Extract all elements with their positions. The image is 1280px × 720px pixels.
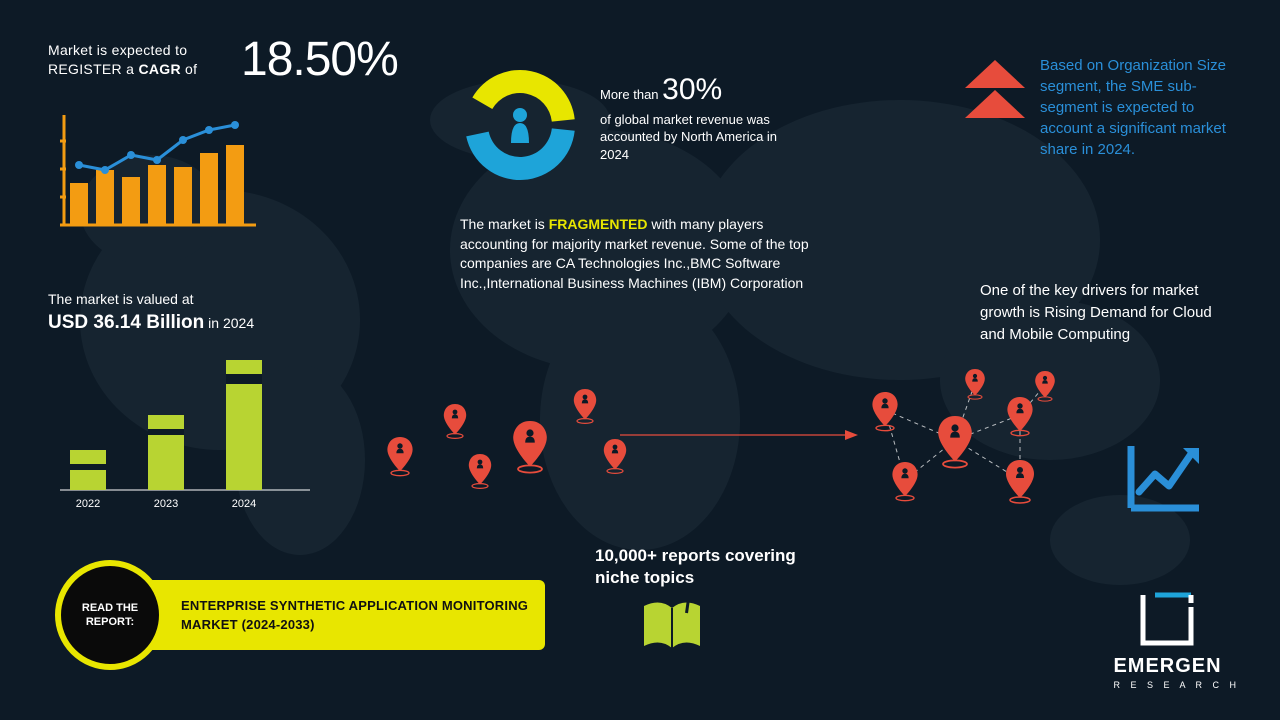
cagr-lead: Market is expected to REGISTER a CAGR of [48,41,223,79]
donut-chart [455,60,585,195]
valuation-tail: in 2024 [204,315,254,331]
donut-value: 30% [662,73,722,106]
fragment-pre: The market is [460,216,549,232]
growth-chart-icon [1125,440,1205,520]
svg-text:2023: 2023 [154,498,178,510]
valuation-block: The market is valued at USD 36.14 Billio… [48,290,278,336]
svg-text:2024: 2024 [232,498,256,510]
pins-cluster-left [360,360,660,510]
donut-caption-text: of global market revenue was accounted b… [600,112,777,162]
brand-mark-icon [1135,587,1205,651]
cta-circle-text: READ THE REPORT: [69,601,151,630]
connection-arrow-icon [620,420,860,450]
cta-banner-text: ENTERPRISE SYNTHETIC APPLICATION MONITOR… [181,596,529,635]
cagr-of: of [181,61,197,77]
donut-caption: More than 30% of global market revenue w… [600,70,800,163]
bar-line-chart [52,105,272,240]
cta-block[interactable]: READ THE REPORT: ENTERPRISE SYNTHETIC AP… [55,560,545,670]
valuation-value: USD 36.14 Billion [48,312,204,333]
pins-cluster-right [845,355,1075,515]
cagr-word: CAGR [138,61,180,77]
reports-headline: 10,000+ reports covering niche topics [595,545,825,589]
valuation-lead: The market is valued at [48,291,194,307]
svg-text:2022: 2022 [76,498,100,510]
brand-name: EMERGEN [1113,655,1240,678]
sme-text: Based on Organization Size segment, the … [1040,55,1240,160]
cta-circle[interactable]: READ THE REPORT: [55,560,165,670]
book-icon [640,600,704,661]
sme-icon [960,60,1030,130]
valuation-chart: 2022 2023 2024 [60,345,320,520]
driver-text: One of the key drivers for market growth… [980,280,1225,345]
fragment-word: FRAGMENTED [549,216,648,232]
cta-banner[interactable]: ENTERPRISE SYNTHETIC APPLICATION MONITOR… [145,580,545,650]
fragment-text: The market is FRAGMENTED with many playe… [460,215,820,293]
donut-lead: More than [600,87,662,102]
cagr-value: 18.50% [241,32,398,87]
brand-logo: EMERGEN R E S E A R C H [1113,587,1240,690]
brand-sub: R E S E A R C H [1113,680,1240,690]
cagr-block: Market is expected to REGISTER a CAGR of… [48,32,398,87]
